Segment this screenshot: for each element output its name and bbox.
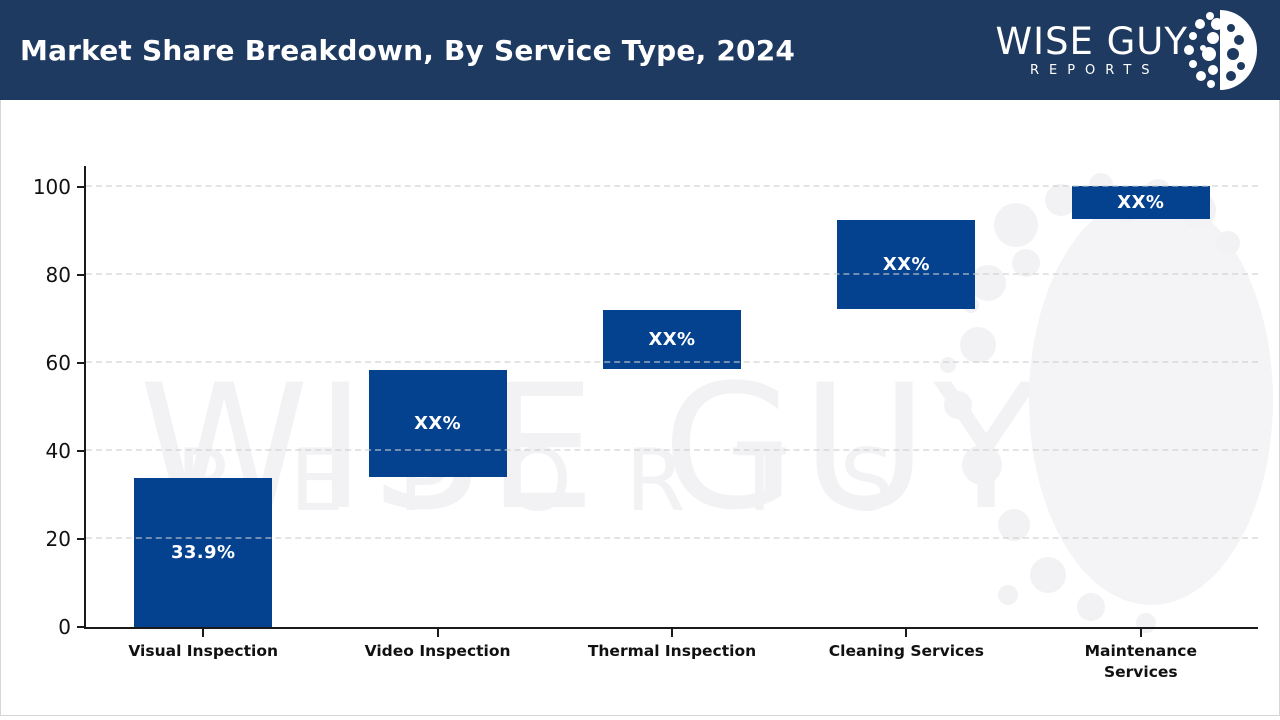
bar-value-label: XX% [882,253,930,275]
y-tick [77,185,84,188]
x-tick [905,629,908,637]
bar-1: 33.9% [134,477,273,627]
logo-face-icon [1184,10,1257,90]
header: Market Share Breakdown, By Service Type,… [0,0,1280,100]
y-tick-label: 60 [45,350,71,375]
logo-wordmark: WISE GUY [995,19,1188,63]
x-category-label: Cleaning Services [828,642,984,660]
chart-card: WISE GUY REPORTS 0 20 40 60 80 100 33.9% XX% XX… [0,100,1280,716]
logo-text: WISE GUY REPORTS [996,23,1188,78]
bar-value-label: 33.9% [170,541,236,563]
bar-5: XX% [1071,186,1210,220]
gridline [86,272,1258,275]
x-tick [436,629,439,637]
x-category-label: Thermal Inspection [587,642,757,660]
gridline [86,537,1258,539]
bar-value-label: XX% [648,328,696,350]
y-tick-label: 80 [45,262,71,287]
y-tick [77,449,84,452]
bar-3: XX% [603,309,741,370]
x-tick [671,629,673,637]
y-tick [77,361,84,364]
y-axis-labels: 0 20 40 60 80 100 [9,168,71,638]
x-axis-labels: Visual Inspection Video Inspection Thermal… [86,641,1258,701]
logo-subtitle: REPORTS [1029,62,1160,78]
y-tick-label: 100 [32,174,71,199]
page-title: Market Share Breakdown, By Service Type,… [20,33,796,67]
y-tick [77,538,84,540]
y-tick [77,626,84,628]
x-category-label: Maintenance Services [1084,642,1197,681]
gridline [86,184,1258,187]
watermark-face-icon [940,173,1273,633]
gridline [86,448,1258,451]
bar-4: XX% [837,219,976,310]
x-tick [202,629,205,637]
watermark-text: WISE GUY [139,347,1045,548]
y-tick-label: 0 [58,615,71,639]
bar-value-label: XX% [1117,192,1165,214]
x-category-label: Visual Inspection [128,642,279,660]
y-axis-line [84,166,86,629]
brand-logo: WISE GUY REPORTS [996,7,1262,93]
y-tick [77,273,84,276]
x-tick [1139,629,1142,637]
x-category-label: Video Inspection [364,642,511,660]
gridline [86,360,1258,363]
x-axis-line [84,627,1258,629]
bar-value-label: XX% [414,412,462,434]
plot-area: 33.9% XX% XX% XX% XX% [77,166,1258,637]
y-tick-label: 40 [45,438,71,463]
watermark-subtext: REPORTS [176,431,949,531]
bar-2: XX% [368,369,507,478]
y-tick-label: 20 [45,527,71,551]
